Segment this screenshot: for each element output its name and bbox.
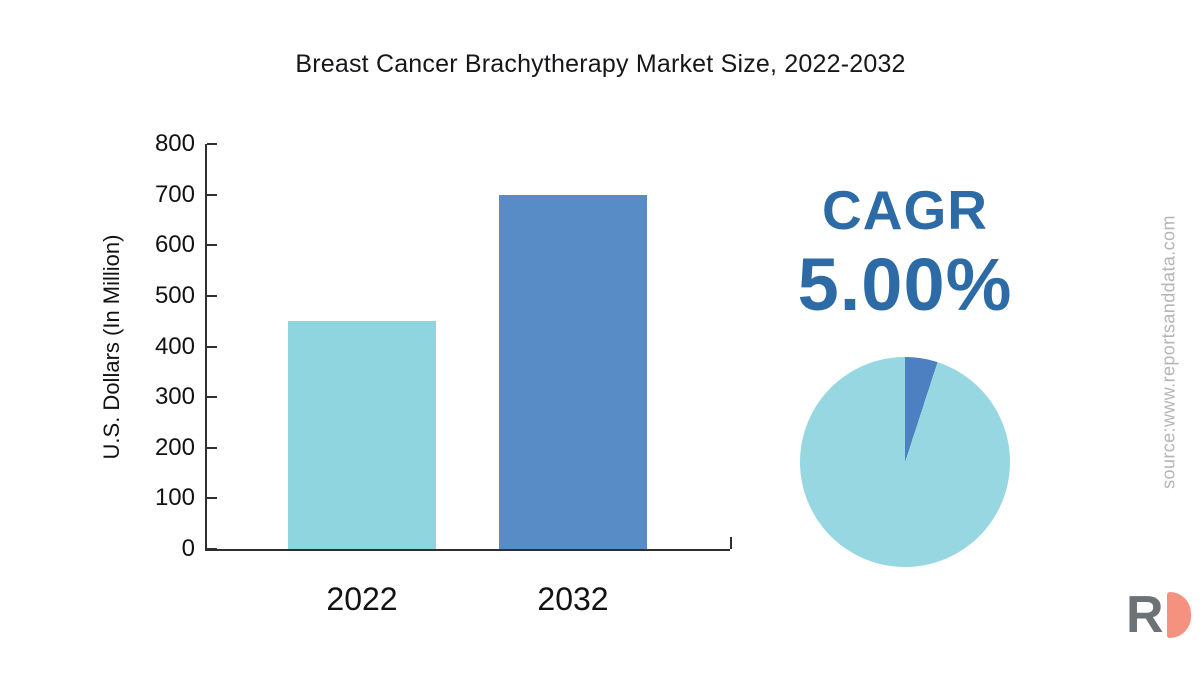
y-axis-tick	[207, 345, 217, 348]
x-axis-endcap	[730, 537, 732, 549]
y-axis-tick	[207, 143, 217, 145]
x-axis-label-2022: 2022	[326, 581, 398, 617]
logo-letter-r: R	[1126, 586, 1164, 644]
bar-plot-area: 0 100 200 300 400 500 600 700 800 2022 2032	[155, 131, 732, 617]
chart-title: Breast Cancer Brachytherapy Market Size,…	[295, 50, 906, 78]
cagr-value: 5.00%	[797, 243, 1013, 326]
logo-d-icon	[1166, 592, 1191, 638]
y-axis-tick-label: 100	[154, 484, 195, 512]
y-axis-tick	[207, 548, 217, 550]
y-axis-tick-label: 600	[154, 231, 195, 259]
y-axis-tick-label: 400	[154, 332, 195, 360]
y-axis-tick-label: 500	[154, 281, 195, 309]
y-axis-tick-label: 800	[154, 130, 195, 157]
y-axis-tick	[207, 497, 217, 500]
bar-2022	[288, 321, 436, 549]
y-axis-tick	[207, 193, 217, 196]
y-axis-tick-label: 300	[154, 383, 195, 411]
cagr-box: CAGR 5.00%	[770, 183, 1040, 322]
y-axis-tick-label: 700	[154, 180, 195, 208]
y-axis-tick-label: 200	[154, 433, 195, 461]
y-axis-title: U.S. Dollars (In Million)	[99, 234, 124, 460]
y-axis-tick-label: 0	[181, 535, 195, 562]
brand-logo: R	[1126, 586, 1191, 644]
y-axis-tick	[207, 446, 217, 449]
y-axis-tick	[207, 294, 217, 297]
x-axis-label-2032: 2032	[537, 581, 609, 617]
cagr-label: CAGR	[822, 179, 988, 241]
bar-2032	[499, 194, 647, 549]
source-note: source:www.reportsanddata.com	[1158, 215, 1179, 489]
y-axis-tick	[207, 244, 217, 247]
y-axis-tick	[207, 396, 217, 399]
pie-chart	[800, 357, 1010, 567]
